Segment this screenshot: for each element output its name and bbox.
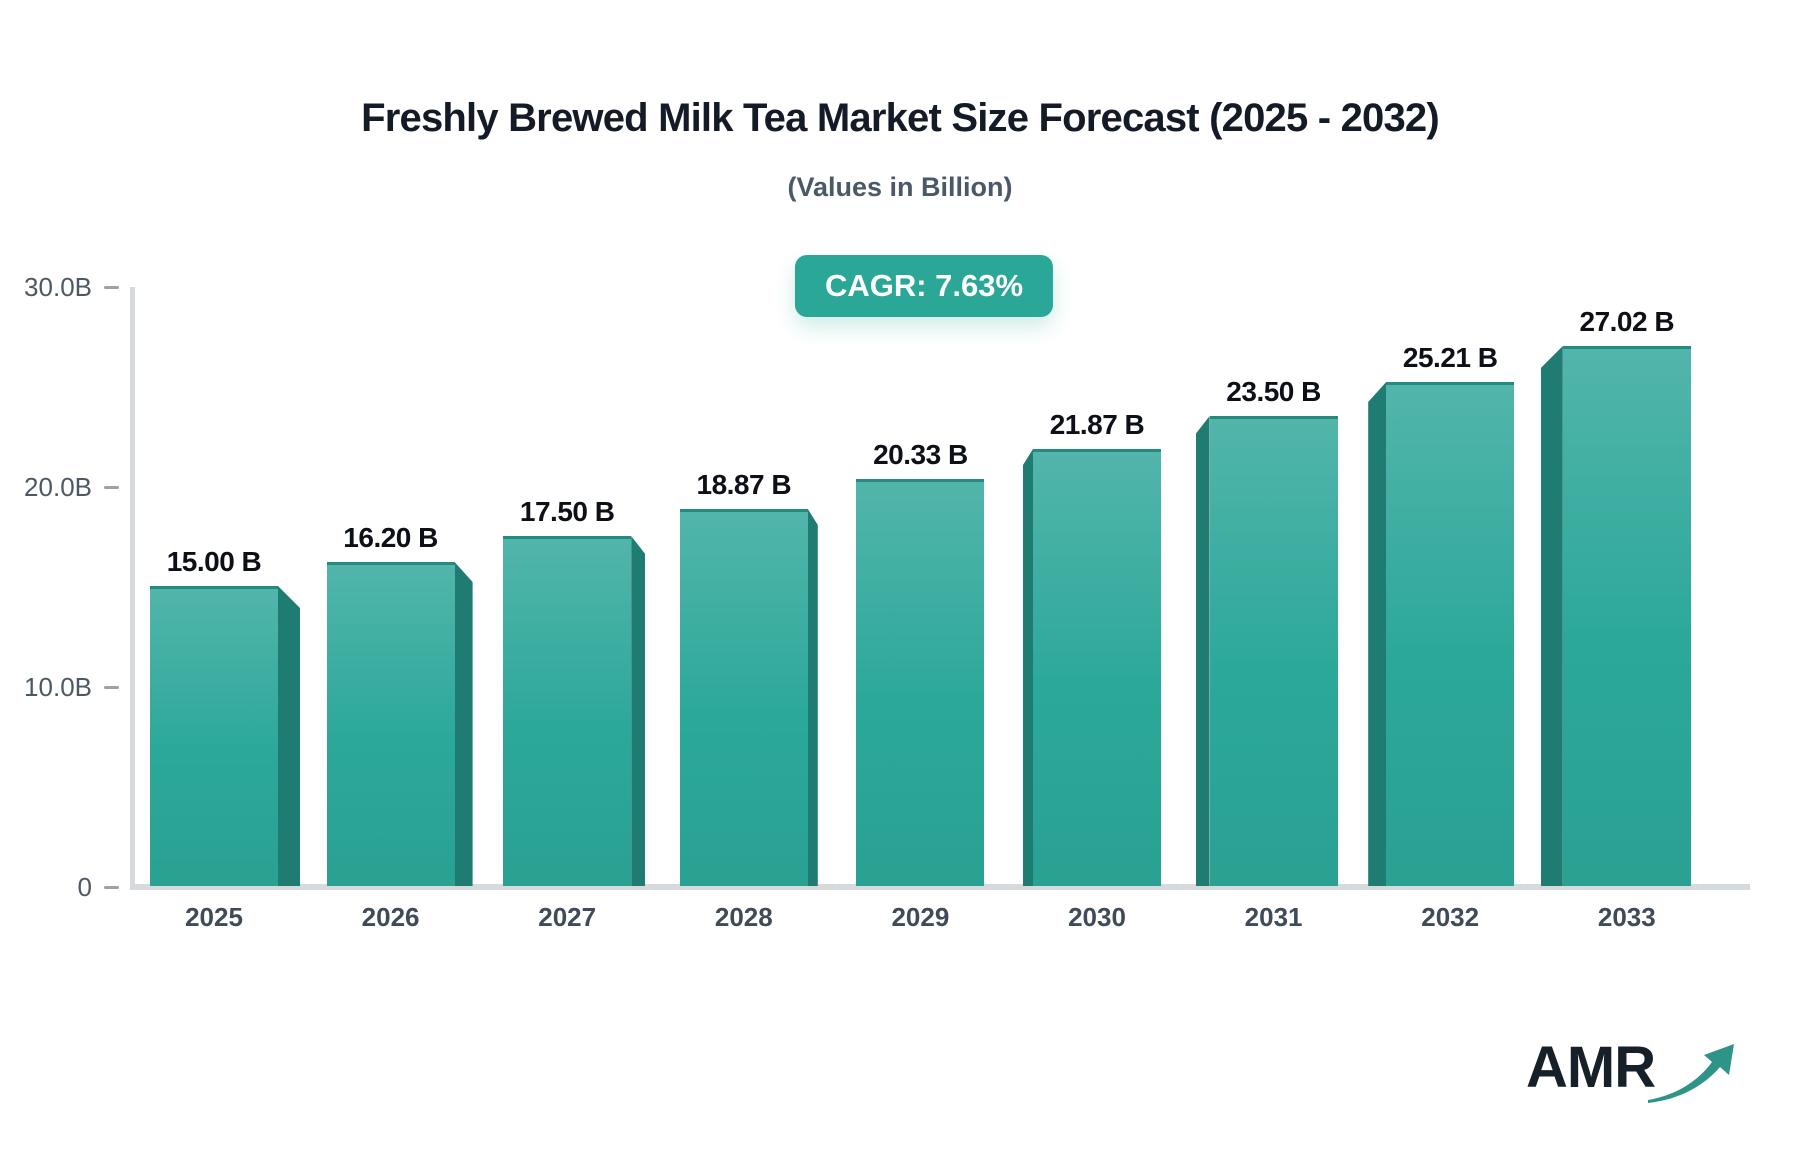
x-tick-label-2030: 2030 (1068, 902, 1126, 932)
x-tick-label-2026: 2026 (361, 902, 420, 932)
bar-2029 (856, 479, 985, 886)
bar-value-label: 20.33 B (873, 439, 968, 470)
bar-value-label: 27.02 B (1579, 306, 1675, 337)
x-tick-label-2032: 2032 (1421, 902, 1480, 932)
y-tick-label: 0 (77, 872, 92, 902)
bar-3d-side (807, 509, 818, 886)
x-tick-label-2028: 2028 (714, 902, 773, 932)
y-tick-dash (104, 286, 119, 289)
bar-front-face (150, 586, 278, 886)
bar-value-label: 17.50 B (519, 496, 615, 527)
bar-front-face (856, 479, 985, 886)
x-tick-label-2025: 2025 (185, 902, 243, 932)
bar-front-face (1033, 449, 1161, 886)
bar-3d-side (278, 586, 300, 886)
bar-2031 (1195, 416, 1338, 886)
bar-front-face (1562, 346, 1691, 886)
amr-logo-text: AMR (1526, 1035, 1656, 1100)
bar-value-label: 18.87 B (696, 469, 792, 500)
bar-2033 (1540, 346, 1691, 886)
bar-3d-side (1368, 382, 1387, 886)
bar-value-label: 25.21 B (1402, 342, 1498, 373)
bar-front-face (1209, 416, 1338, 886)
y-tick-dash (104, 486, 119, 489)
y-tick-dash (104, 886, 119, 889)
y-tick-label: 30.0B (24, 272, 92, 302)
growth-arrow-icon (1648, 1044, 1734, 1103)
y-tick-label: 20.0B (24, 472, 92, 502)
bar-2028 (679, 509, 818, 886)
bar-2030 (1023, 449, 1161, 886)
bar-value-label: 15.00 B (166, 546, 262, 577)
y-tick-dash (104, 686, 119, 689)
bar-3d-side (454, 562, 473, 886)
bar-2025 (150, 586, 300, 886)
chart-subtitle: (Values in Billion) (787, 172, 1013, 202)
y-tick-label: 10.0B (24, 672, 92, 702)
x-axis-line (130, 884, 1750, 890)
bar-value-label: 16.20 B (343, 522, 438, 553)
amr-logo: AMR (1526, 1034, 1746, 1130)
y-axis-line (130, 287, 135, 890)
x-tick-label-2031: 2031 (1244, 902, 1303, 932)
bar-3d-side (1195, 416, 1210, 886)
bar-front-face (326, 562, 455, 886)
x-tick-label-2027: 2027 (538, 902, 597, 932)
bar-value-label: 21.87 B (1049, 409, 1145, 440)
bar-3d-side (1023, 449, 1033, 886)
bar-front-face (1386, 382, 1515, 886)
x-tick-label-2029: 2029 (891, 902, 950, 932)
chart-title: Freshly Brewed Milk Tea Market Size Fore… (361, 96, 1440, 140)
bar-value-label: 23.50 B (1226, 376, 1321, 407)
cagr-badge: CAGR: 7.63% (794, 255, 1054, 317)
bar-3d-side (631, 536, 646, 886)
bar-2032 (1368, 382, 1515, 886)
bar-front-face (679, 509, 808, 886)
bar-3d-side (1540, 346, 1563, 886)
bar-front-face (503, 536, 632, 886)
bar-2027 (503, 536, 646, 886)
bar-2026 (326, 562, 473, 886)
x-tick-label-2033: 2033 (1597, 902, 1656, 932)
